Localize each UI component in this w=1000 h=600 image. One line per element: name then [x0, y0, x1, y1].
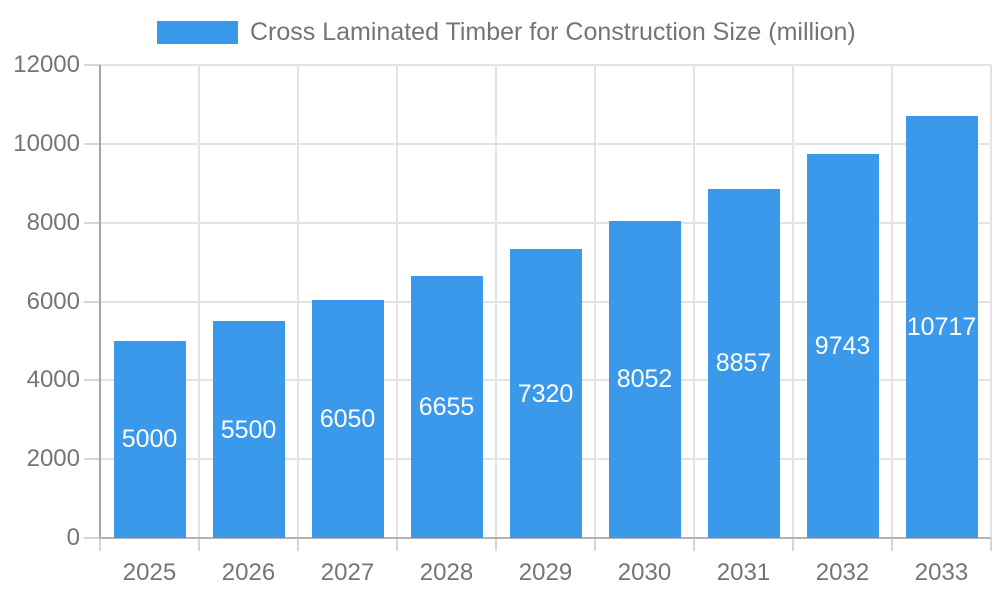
- v-gridline: [891, 65, 893, 538]
- x-axis-tick: [495, 538, 497, 551]
- h-gridline: [100, 221, 991, 224]
- x-axis-label: 2031: [716, 559, 771, 586]
- bar[interactable]: [707, 188, 780, 538]
- h-gridline: [100, 142, 991, 145]
- x-axis-line: [100, 537, 991, 539]
- y-axis-label: 4000: [26, 366, 80, 394]
- x-axis-label: 2030: [617, 559, 672, 586]
- y-axis-label: 0: [66, 524, 80, 551]
- x-axis-tick: [693, 538, 695, 551]
- legend-swatch: [157, 20, 238, 44]
- y-axis-tick: [84, 300, 100, 303]
- bar[interactable]: [410, 275, 483, 538]
- v-gridline: [792, 65, 794, 538]
- y-axis-label: 10000: [13, 129, 80, 157]
- y-axis-tick: [84, 458, 100, 461]
- bar[interactable]: [509, 249, 582, 538]
- y-axis-tick: [84, 537, 100, 539]
- legend-label: Cross Laminated Timber for Construction …: [250, 17, 856, 46]
- y-axis-tick: [84, 379, 100, 382]
- x-axis-tick: [297, 538, 299, 551]
- bar[interactable]: [113, 340, 186, 538]
- y-axis-label: 12000: [13, 51, 80, 78]
- v-gridline: [495, 65, 497, 538]
- y-axis-line: [99, 65, 101, 538]
- y-axis-tick: [84, 64, 100, 66]
- x-axis-label: 2027: [320, 559, 375, 586]
- bar[interactable]: [608, 220, 681, 538]
- bar[interactable]: [311, 299, 384, 538]
- v-gridline: [297, 65, 299, 538]
- bar[interactable]: [212, 321, 285, 538]
- v-gridline: [594, 65, 596, 538]
- y-axis-tick: [84, 142, 100, 145]
- y-axis-label: 6000: [26, 287, 80, 315]
- x-axis-label: 2028: [419, 559, 474, 586]
- x-axis-label: 2026: [221, 559, 276, 586]
- v-gridline: [198, 65, 200, 538]
- x-axis-tick: [891, 538, 893, 551]
- x-axis-label: 2029: [518, 559, 573, 586]
- x-axis-tick: [792, 538, 794, 551]
- y-axis-tick: [84, 221, 100, 224]
- x-axis-label: 2032: [815, 559, 870, 586]
- x-axis-tick: [198, 538, 200, 551]
- h-gridline: [100, 64, 991, 66]
- y-axis-label: 8000: [26, 208, 80, 236]
- v-gridline: [396, 65, 398, 538]
- y-axis-label: 2000: [26, 445, 80, 473]
- legend-item[interactable]: Cross Laminated Timber for Construction …: [157, 17, 856, 47]
- x-axis-tick: [594, 538, 596, 551]
- v-gridline: [693, 65, 695, 538]
- bar[interactable]: [806, 153, 879, 538]
- x-axis-label: 2033: [914, 559, 969, 586]
- x-axis-tick: [99, 538, 101, 551]
- x-axis-label: 2025: [122, 559, 177, 586]
- x-axis-tick: [990, 538, 992, 551]
- v-gridline: [990, 65, 992, 538]
- bar[interactable]: [905, 115, 978, 538]
- x-axis-tick: [396, 538, 398, 551]
